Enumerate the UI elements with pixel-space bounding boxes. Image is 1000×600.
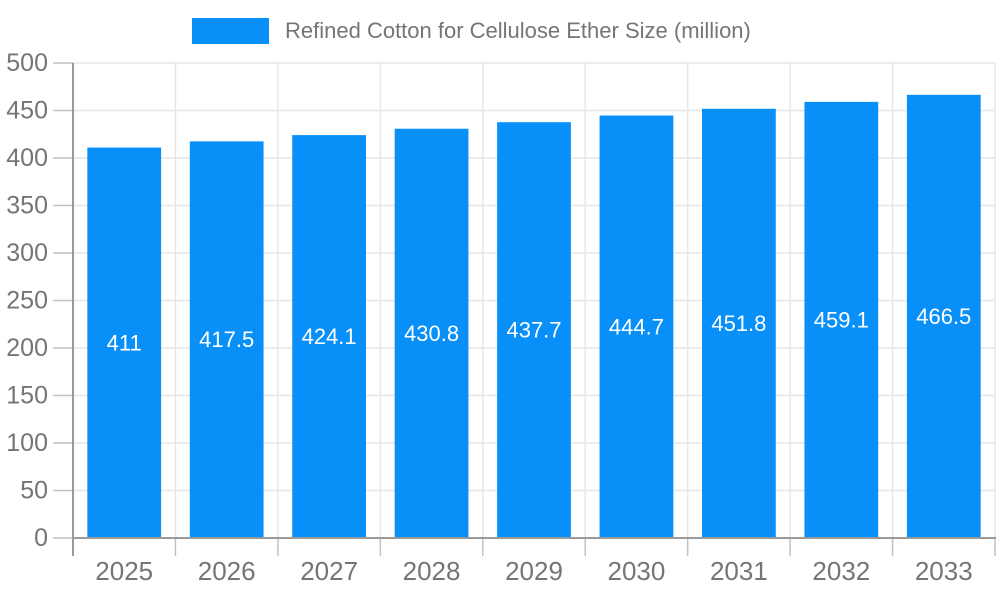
bar-2025[interactable] (87, 147, 162, 539)
y-axis-label: 100 (6, 429, 48, 457)
bar-2030[interactable] (599, 115, 674, 538)
x-axis-label: 2031 (710, 556, 768, 586)
x-axis-label: 2032 (812, 556, 870, 586)
x-axis-label: 2030 (608, 556, 666, 586)
y-axis-label: 0 (34, 524, 48, 552)
x-axis-label: 2026 (198, 556, 256, 586)
bar-value-label: 417.5 (199, 327, 254, 352)
bar-value-label: 437.7 (506, 318, 561, 343)
y-axis-label: 200 (6, 334, 48, 362)
x-axis-label: 2033 (915, 556, 973, 586)
y-axis-label: 450 (6, 97, 48, 125)
y-axis-label: 150 (6, 382, 48, 410)
bar-2029[interactable] (497, 122, 571, 538)
x-axis-label: 2029 (505, 556, 563, 586)
bar-2028[interactable] (394, 128, 469, 539)
y-axis-label: 50 (20, 477, 48, 505)
bar-value-label: 459.1 (814, 307, 869, 332)
legend-label: Refined Cotton for Cellulose Ether Size … (285, 18, 751, 43)
bar-value-label: 451.8 (711, 311, 766, 336)
bar-2031[interactable] (702, 108, 776, 538)
bar-2027[interactable] (292, 135, 366, 539)
bar-value-label: 430.8 (404, 321, 459, 346)
y-axis-label: 250 (6, 287, 48, 315)
x-axis-label: 2025 (95, 556, 153, 586)
x-axis-label: 2027 (300, 556, 358, 586)
bar-2032[interactable] (804, 101, 879, 538)
y-axis-label: 350 (6, 192, 48, 220)
legend[interactable]: Refined Cotton for Cellulose Ether Size … (192, 18, 751, 44)
x-axis-label: 2028 (403, 556, 461, 586)
legend-swatch (192, 18, 269, 44)
y-axis-label: 500 (6, 49, 48, 77)
bar-value-label: 444.7 (609, 314, 664, 339)
bar-value-label: 411 (107, 330, 142, 355)
y-axis-label: 400 (6, 144, 48, 172)
bar-2033[interactable] (906, 94, 981, 538)
bar-2026[interactable] (189, 141, 264, 538)
y-axis-label: 300 (6, 239, 48, 267)
bar-value-label: 466.5 (916, 304, 971, 329)
bar-value-label: 424.1 (302, 324, 357, 349)
